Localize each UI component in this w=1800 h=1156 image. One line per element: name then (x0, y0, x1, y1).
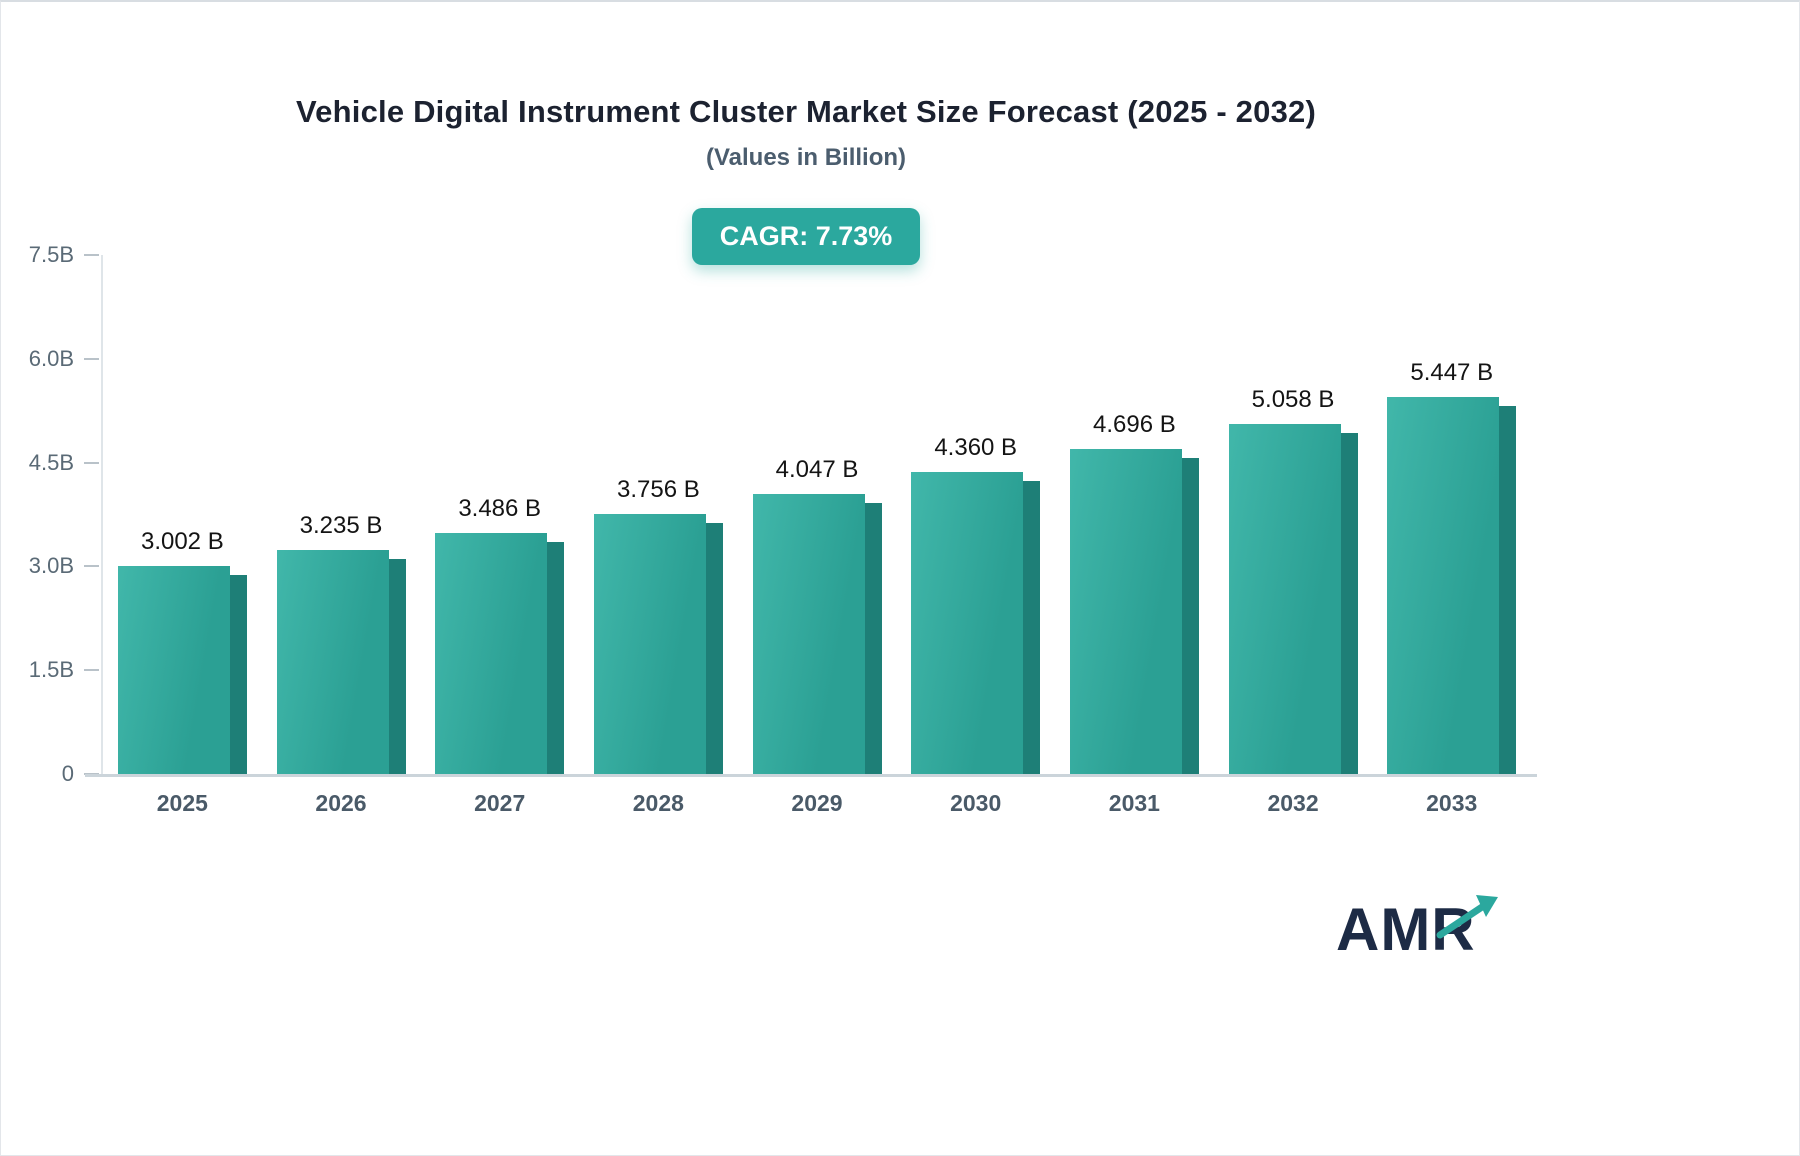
bar-face (117, 566, 230, 774)
bar-value-label: 3.235 B (299, 512, 383, 540)
x-axis-label: 2032 (1267, 790, 1319, 816)
bar-group: 3.002 B 2025 (103, 255, 262, 816)
bar-side (547, 541, 565, 774)
bar (1228, 424, 1358, 774)
bar (593, 514, 723, 774)
x-axis-label: 2030 (950, 790, 1002, 816)
bar-group: 3.486 B 2027 (420, 255, 579, 816)
chart-subtitle: (Values in Billion) (705, 144, 907, 171)
bar-face (1228, 424, 1341, 774)
bar-face (593, 514, 706, 774)
bar-value-label: 4.047 B (775, 455, 859, 483)
bar-group: 3.756 B 2028 (579, 255, 738, 816)
x-axis-label: 2033 (1426, 790, 1478, 816)
bar (911, 472, 1041, 774)
y-axis-tick-mark (84, 357, 99, 360)
bars-row: 3.002 B 2025 3.235 B 2026 3.486 B 2027 3.756 B… (103, 255, 1531, 816)
bar (1387, 397, 1517, 774)
bar-face (911, 472, 1024, 774)
x-axis-label: 2026 (315, 790, 367, 816)
growth-arrow-icon (1434, 889, 1508, 950)
bar-group: 5.058 B 2032 (1214, 255, 1373, 816)
y-axis-tick-mark (84, 669, 99, 672)
bar-side (1499, 406, 1517, 774)
cagr-badge: CAGR: 7.73% (691, 208, 921, 265)
bar-face (1387, 397, 1500, 774)
y-axis-tick: 6.0B (29, 346, 99, 372)
bar-group: 5.447 B 2033 (1372, 255, 1531, 816)
y-axis-tick: 7.5B (29, 242, 99, 268)
x-axis-label: 2031 (1108, 790, 1160, 816)
bar-value-label: 3.486 B (458, 494, 542, 522)
bar-face (1069, 449, 1182, 774)
chart-title: Vehicle Digital Instrument Cluster Marke… (296, 94, 1316, 129)
y-axis-tick-label: 0 (61, 761, 74, 786)
x-axis-label: 2025 (156, 790, 208, 816)
bar-value-label: 5.058 B (1251, 386, 1335, 413)
bar-group: 3.235 B 2026 (262, 255, 421, 816)
y-axis-tick-label: 7.5B (28, 242, 74, 267)
y-axis-tick: 1.5B (29, 657, 99, 683)
chart-header: Vehicle Digital Instrument Cluster Marke… (1, 2, 1611, 265)
bar-face (752, 493, 865, 774)
bar (276, 550, 406, 774)
bar-face (435, 532, 548, 774)
bar-face (276, 550, 389, 774)
y-axis-tick-label: 6.0B (28, 345, 74, 371)
bar-side (705, 523, 723, 774)
bar-value-label: 3.756 B (616, 476, 700, 504)
bar (435, 532, 565, 774)
y-axis-tick-mark (84, 565, 99, 568)
bar-chart: 0 1.5B 3.0B 4.5B 6.0B 7.5B 3.002 B 2025 3.235 B… (1, 242, 1799, 875)
plot-area: 3.002 B 2025 3.235 B 2026 3.486 B 2027 3.756 B… (101, 255, 1531, 816)
bar-side (229, 575, 247, 774)
y-axis-tick: 4.5B (29, 450, 99, 476)
bar-side (1023, 481, 1041, 774)
bar (1069, 449, 1199, 774)
bar-value-label: 5.447 B (1410, 359, 1494, 387)
y-axis-tick-label: 1.5B (28, 657, 74, 683)
bar-value-label: 4.360 B (934, 434, 1018, 462)
x-axis-label: 2028 (632, 790, 684, 816)
bar-group: 4.360 B 2030 (896, 255, 1055, 816)
bar-side (1181, 458, 1199, 774)
amr-logo: AMR (1336, 895, 1508, 964)
bar (752, 493, 882, 774)
y-axis-tick-label: 4.5B (28, 449, 74, 475)
x-axis-label: 2027 (474, 790, 526, 816)
bar (117, 566, 247, 774)
x-axis-label: 2029 (791, 790, 843, 816)
bar-side (388, 559, 406, 774)
bar-value-label: 4.696 B (1093, 411, 1176, 438)
y-axis: 0 1.5B 3.0B 4.5B 6.0B 7.5B (1, 242, 101, 786)
bar-group: 4.696 B 2031 (1055, 255, 1214, 816)
bar-value-label: 3.002 B (140, 528, 224, 556)
bar-side (864, 502, 882, 774)
y-axis-tick-mark (84, 461, 99, 464)
bar-side (1340, 433, 1358, 774)
y-axis-tick-label: 3.0B (28, 553, 74, 579)
y-axis-tick: 3.0B (29, 553, 99, 579)
y-axis-tick-mark (84, 254, 99, 256)
bar-group: 4.047 B 2029 (738, 255, 897, 816)
x-axis-line (85, 774, 1537, 777)
